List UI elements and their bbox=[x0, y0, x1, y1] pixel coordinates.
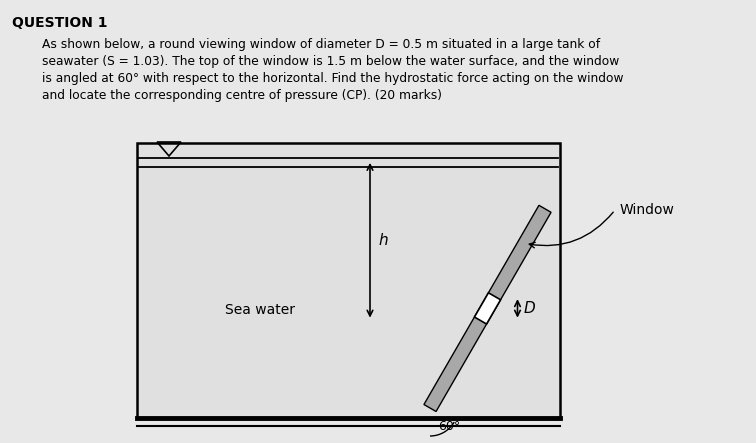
Text: QUESTION 1: QUESTION 1 bbox=[12, 16, 107, 30]
Text: and locate the corresponding centre of pressure (CP). (20 marks): and locate the corresponding centre of p… bbox=[42, 89, 442, 102]
Text: seawater (S = 1.03). The top of the window is 1.5 m below the water surface, and: seawater (S = 1.03). The top of the wind… bbox=[42, 55, 619, 68]
Polygon shape bbox=[424, 205, 551, 412]
Polygon shape bbox=[475, 293, 500, 324]
Text: Window: Window bbox=[620, 203, 675, 217]
Text: h: h bbox=[378, 233, 388, 248]
Text: Sea water: Sea water bbox=[225, 303, 295, 317]
Text: 60°: 60° bbox=[438, 420, 460, 433]
Polygon shape bbox=[137, 143, 560, 418]
Text: is angled at 60° with respect to the horizontal. Find the hydrostatic force acti: is angled at 60° with respect to the hor… bbox=[42, 72, 624, 85]
Text: D: D bbox=[523, 301, 535, 316]
Text: As shown below, a round viewing window of diameter D = 0.5 m situated in a large: As shown below, a round viewing window o… bbox=[42, 38, 600, 51]
